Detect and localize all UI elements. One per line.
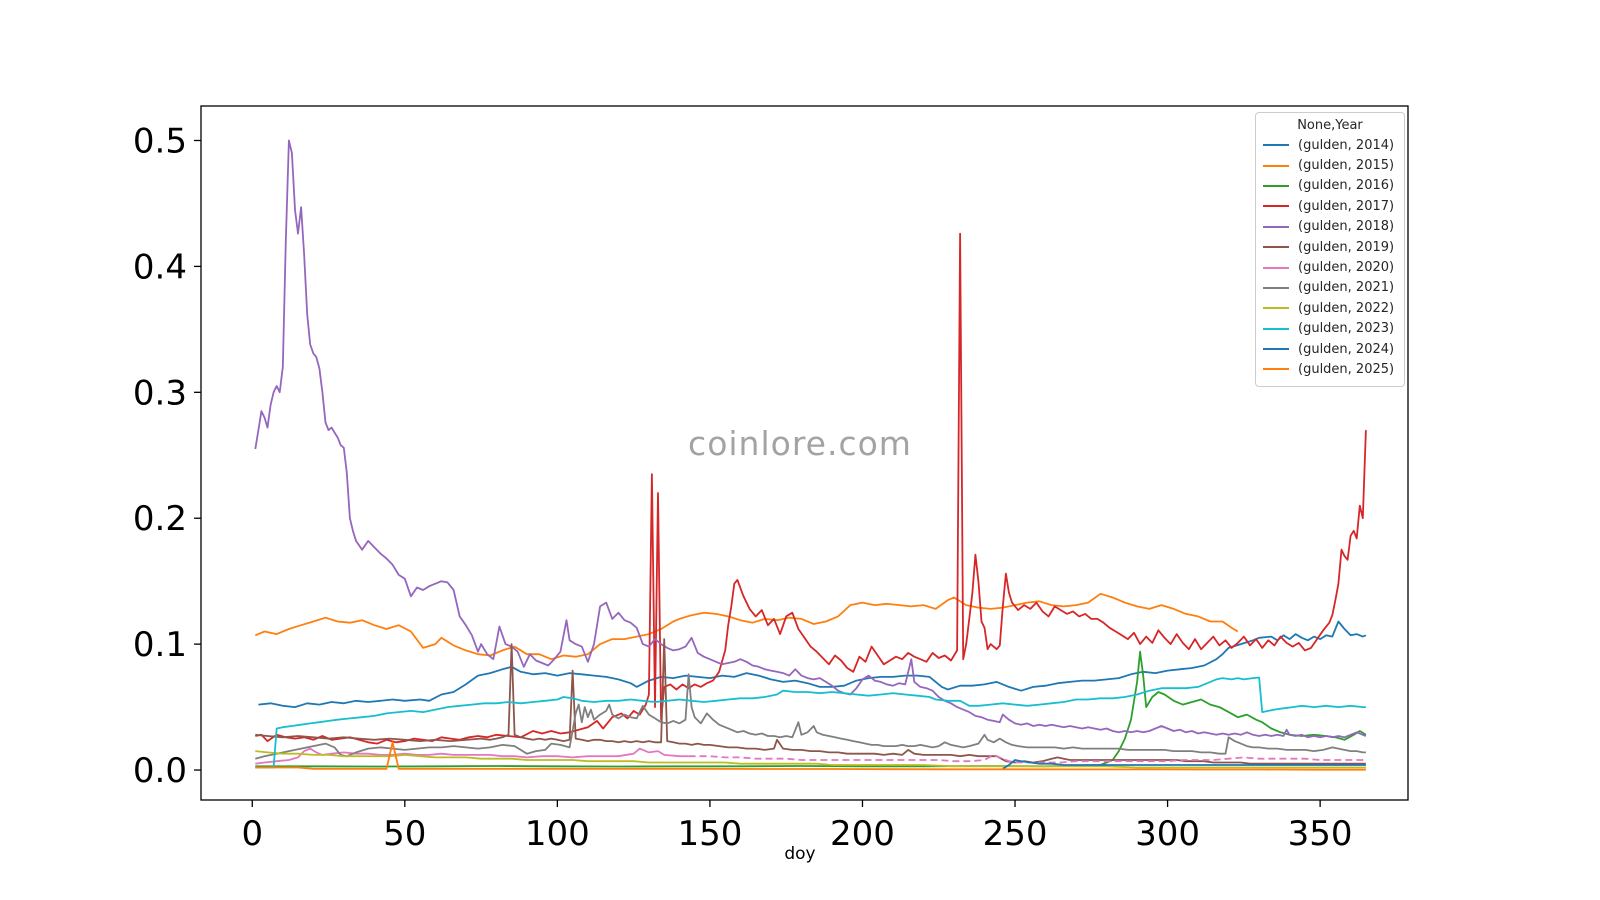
legend-line-swatch <box>1263 348 1289 351</box>
legend-label: (gulden, 2024) <box>1298 341 1395 357</box>
legend-rows: (gulden, 2014) (gulden, 2015) (gulden, 201… <box>1263 135 1397 380</box>
legend-line-swatch <box>1263 286 1289 289</box>
y-tick-label: 0.1 <box>133 625 187 665</box>
y-tick-label: 0.2 <box>133 499 187 539</box>
legend-item: (gulden, 2022) <box>1263 298 1397 318</box>
series-line-2016 <box>255 650 1367 768</box>
legend-line-swatch <box>1263 225 1289 228</box>
legend-label: (gulden, 2020) <box>1298 260 1395 276</box>
x-tick-label: 50 <box>383 814 426 854</box>
y-tick-label: 0.4 <box>133 247 187 287</box>
x-tick-label: 350 <box>1288 814 1353 854</box>
x-tick-label: 200 <box>830 814 895 854</box>
legend-item: (gulden, 2016) <box>1263 176 1397 196</box>
series-line-2014 <box>258 620 1367 708</box>
legend-item: (gulden, 2020) <box>1263 257 1397 277</box>
legend-line-swatch <box>1263 164 1289 167</box>
legend-line-swatch <box>1263 368 1289 371</box>
legend-line-swatch <box>1263 246 1289 249</box>
series-line-2022 <box>255 750 1366 769</box>
series-line-2018 <box>254 139 1367 739</box>
legend-item: (gulden, 2018) <box>1263 217 1397 237</box>
legend-line-swatch <box>1263 205 1289 208</box>
legend-label: (gulden, 2018) <box>1298 219 1395 235</box>
legend-item: (gulden, 2025) <box>1263 359 1397 379</box>
x-tick-label: 150 <box>677 814 742 854</box>
series-line-2020 <box>255 747 689 765</box>
legend-line-swatch <box>1263 327 1289 330</box>
series-line-2024 <box>1002 759 1366 770</box>
plot-border <box>200 105 1409 801</box>
legend-label: (gulden, 2022) <box>1298 300 1395 316</box>
legend-label: (gulden, 2017) <box>1298 198 1395 214</box>
legend-title: None,Year <box>1297 118 1363 133</box>
legend-label: (gulden, 2021) <box>1298 280 1395 296</box>
x-tick-label: 250 <box>983 814 1048 854</box>
legend-label: (gulden, 2023) <box>1298 321 1395 337</box>
x-tick-label: 100 <box>525 814 590 854</box>
x-axis-label: doy <box>784 844 816 864</box>
y-tick-label: 0.5 <box>133 121 187 161</box>
legend-line-swatch <box>1263 184 1289 187</box>
legend-item: (gulden, 2023) <box>1263 319 1397 339</box>
series-line-2023 <box>255 676 1366 769</box>
y-tick-label: 0.0 <box>133 751 187 791</box>
y-tick-label: 0.3 <box>133 373 187 413</box>
legend-line-swatch <box>1263 266 1289 269</box>
watermark: coinlore.com <box>688 424 912 463</box>
series-line-2025 <box>255 741 1366 771</box>
x-tick-label: 0 <box>241 814 263 854</box>
legend-item: (gulden, 2019) <box>1263 237 1397 257</box>
legend-item: (gulden, 2021) <box>1263 278 1397 298</box>
legend-label: (gulden, 2019) <box>1298 239 1395 255</box>
legend-item: (gulden, 2024) <box>1263 339 1397 359</box>
legend-item: (gulden, 2015) <box>1263 155 1397 175</box>
series-line-2017 <box>255 232 1367 745</box>
series-group <box>254 139 1367 771</box>
legend-line-swatch <box>1263 307 1289 310</box>
legend-line-swatch <box>1263 144 1289 147</box>
x-tick-label: 300 <box>1135 814 1200 854</box>
legend-label: (gulden, 2014) <box>1298 137 1395 153</box>
legend-item: (gulden, 2014) <box>1263 135 1397 155</box>
legend: None,Year (gulden, 2014) (gulden, 2015) (g… <box>1255 112 1405 387</box>
legend-label: (gulden, 2015) <box>1298 158 1395 174</box>
legend-item: (gulden, 2017) <box>1263 196 1397 216</box>
series-line-2019 <box>255 638 1366 765</box>
legend-label: (gulden, 2025) <box>1298 361 1395 377</box>
series-line-2021 <box>255 673 1366 760</box>
series-line-2015 <box>254 592 1239 661</box>
legend-label: (gulden, 2016) <box>1298 178 1395 194</box>
series-line-2020 <box>688 754 1366 764</box>
